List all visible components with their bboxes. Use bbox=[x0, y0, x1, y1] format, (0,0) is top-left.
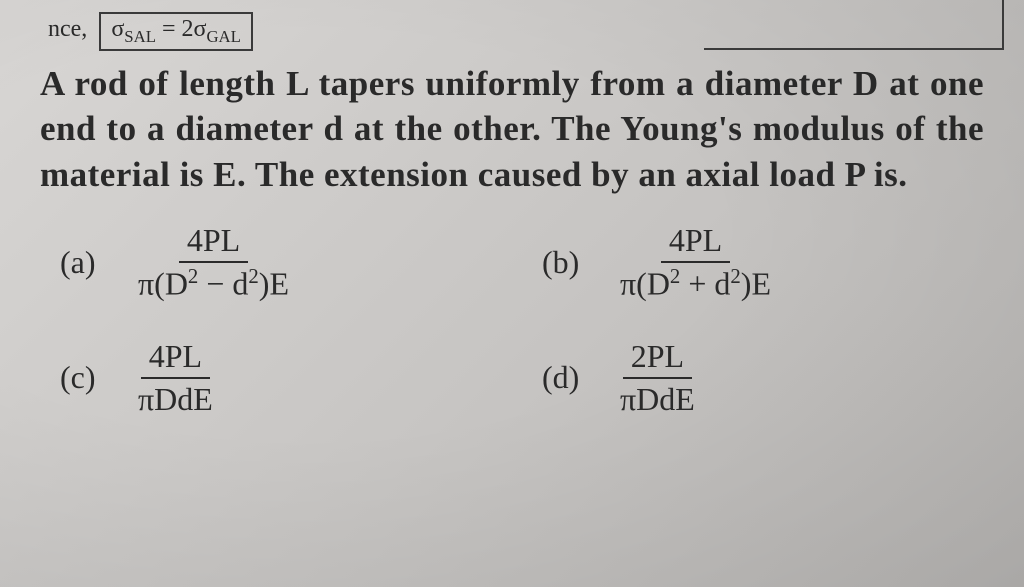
fraction-d: 2PL πDdE bbox=[612, 338, 703, 418]
formula-sub1: SAL bbox=[124, 27, 156, 46]
option-label-a: (a) bbox=[60, 244, 110, 281]
question-text: A rod of length L tapers uniformly from … bbox=[40, 61, 984, 198]
num-b-text: 4PL bbox=[669, 222, 722, 258]
border-right-segment bbox=[1002, 0, 1004, 50]
formula-prefix-label: nce, bbox=[48, 16, 93, 42]
fraction-b: 4PL π(D2 + d2)E bbox=[612, 222, 779, 303]
option-label-c: (c) bbox=[60, 359, 110, 396]
option-c: (c) 4PL πDdE bbox=[60, 338, 482, 418]
option-label-d: (d) bbox=[542, 359, 592, 396]
options-grid: (a) 4PL π(D2 − d2)E (b) 4PL π(D2 + d2)E … bbox=[40, 222, 984, 418]
num-d-text: 2PL bbox=[631, 338, 684, 374]
den-b-p4: )E bbox=[741, 266, 771, 302]
formula-sigma1: σ bbox=[111, 16, 124, 42]
numerator-a: 4PL bbox=[179, 222, 248, 263]
num-c-text: 4PL bbox=[149, 338, 202, 374]
den-a-p0: π(D bbox=[138, 266, 188, 302]
den-b-p3: 2 bbox=[730, 265, 740, 288]
den-a-p3: 2 bbox=[248, 265, 258, 288]
numerator-b: 4PL bbox=[661, 222, 730, 263]
den-b-p2: + d bbox=[680, 266, 730, 302]
numerator-d: 2PL bbox=[623, 338, 692, 379]
formula-equals: = 2σ bbox=[156, 16, 206, 42]
option-b: (b) 4PL π(D2 + d2)E bbox=[542, 222, 964, 303]
denominator-d: πDdE bbox=[612, 379, 703, 418]
den-c-p0: πDdE bbox=[138, 381, 213, 417]
den-a-p1: 2 bbox=[188, 265, 198, 288]
den-d-p0: πDdE bbox=[620, 381, 695, 417]
top-formula-region: nce, σSAL = 2σGAL bbox=[40, 10, 261, 53]
den-b-p0: π(D bbox=[620, 266, 670, 302]
formula-sub2: GAL bbox=[206, 27, 241, 46]
option-d: (d) 2PL πDdE bbox=[542, 338, 964, 418]
fraction-a: 4PL π(D2 − d2)E bbox=[130, 222, 297, 303]
den-b-p1: 2 bbox=[670, 265, 680, 288]
formula-box: σSAL = 2σGAL bbox=[99, 12, 253, 51]
border-top-segment bbox=[704, 48, 1004, 50]
den-a-p2: − d bbox=[198, 266, 248, 302]
fraction-c: 4PL πDdE bbox=[130, 338, 221, 418]
numerator-c: 4PL bbox=[141, 338, 210, 379]
num-a-text: 4PL bbox=[187, 222, 240, 258]
denominator-b: π(D2 + d2)E bbox=[612, 263, 779, 303]
option-label-b: (b) bbox=[542, 244, 592, 281]
den-a-p4: )E bbox=[259, 266, 289, 302]
denominator-a: π(D2 − d2)E bbox=[130, 263, 297, 303]
denominator-c: πDdE bbox=[130, 379, 221, 418]
option-a: (a) 4PL π(D2 − d2)E bbox=[60, 222, 482, 303]
